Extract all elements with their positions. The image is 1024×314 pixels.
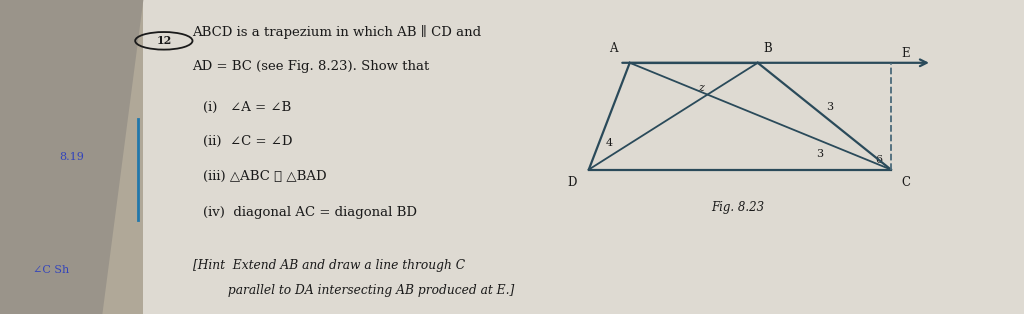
Text: ∠C Sh: ∠C Sh (33, 265, 70, 275)
Text: AD = BC (see Fig. 8.23). Show that: AD = BC (see Fig. 8.23). Show that (193, 60, 430, 73)
Text: 6: 6 (876, 155, 882, 165)
Text: A: A (609, 42, 617, 55)
Text: E: E (901, 47, 909, 60)
Text: 4: 4 (606, 138, 612, 148)
Text: 8.19: 8.19 (59, 152, 84, 162)
Text: (iv)  diagonal AC = diagonal BD: (iv) diagonal AC = diagonal BD (203, 206, 417, 219)
Text: 12: 12 (157, 35, 171, 46)
Text: (iii) △ABC ≅ △BAD: (iii) △ABC ≅ △BAD (203, 170, 327, 182)
Bar (143, 0, 1024, 314)
Bar (0, 0, 143, 314)
Text: ABCD is a trapezium in which AB ∥ CD and: ABCD is a trapezium in which AB ∥ CD and (193, 25, 481, 39)
PathPatch shape (0, 0, 143, 314)
Text: 3: 3 (816, 149, 822, 159)
Text: parallel to DA intersecting AB produced at E.]: parallel to DA intersecting AB produced … (193, 284, 514, 297)
Text: (i)   ∠A = ∠B: (i) ∠A = ∠B (203, 100, 291, 113)
Text: (ii)  ∠C = ∠D: (ii) ∠C = ∠D (203, 135, 292, 148)
Text: D: D (567, 176, 577, 189)
Text: 3: 3 (826, 102, 833, 112)
Text: [Hint  Extend AB and draw a line through C: [Hint Extend AB and draw a line through … (193, 259, 465, 272)
Text: C: C (901, 176, 910, 189)
Text: B: B (763, 42, 772, 55)
Text: Fig. 8.23: Fig. 8.23 (711, 201, 764, 214)
Text: z: z (698, 83, 705, 93)
